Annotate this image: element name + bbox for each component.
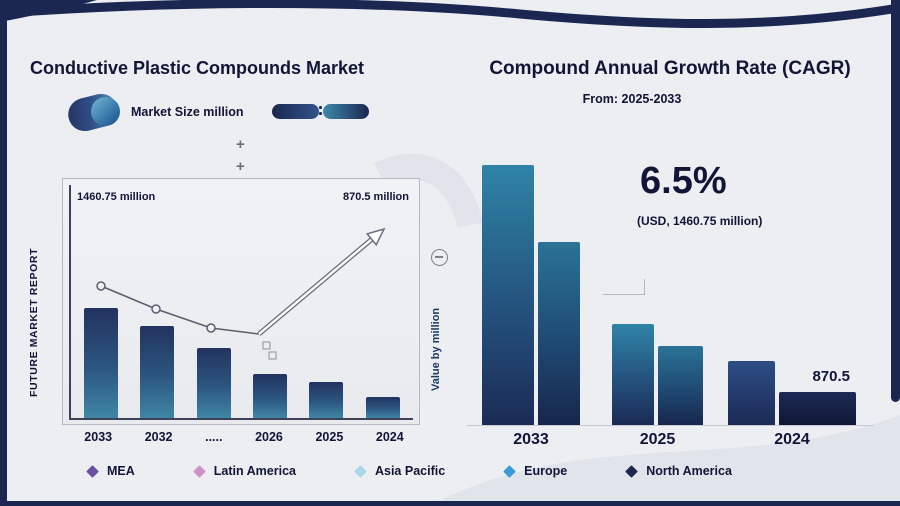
x-label: 2024 [774,431,810,448]
legend-label: MEA [107,464,135,478]
cagr-note: (USD, 1460.75 million) [637,214,763,228]
bar-group-2033: 2033 [482,165,580,448]
x-label: 2025 [639,431,676,448]
minus-line [435,256,443,258]
future-market-report-label: FUTURE MARKET REPORT [28,247,40,397]
x-label: 2032 [144,430,173,444]
bar-2024 [365,397,400,418]
cylinder-icon [64,90,122,135]
baseline [466,425,874,426]
plus-icon: + [236,158,245,175]
x-label: 2024 [375,430,404,444]
legend-item-latin-america: Latin America [192,464,296,478]
min-value-label: 870.5 million [342,191,409,203]
bottom-edge-bar [0,501,900,506]
bar-pair [728,361,856,425]
bar-..... [196,348,231,418]
x-label: 2033 [513,431,549,448]
legend-item-asia-pacific: Asia Pacific [354,464,446,478]
value-axis-label: Value by million [430,307,442,391]
cagr-chart-plot: 2033 2025 870.5 2024 [466,160,880,450]
legend-label: North America [646,464,732,478]
plus-icon: + [236,136,245,153]
right-edge-bar [891,0,900,402]
x-label: 2033 [84,430,113,444]
bar-value-label: 870.5 [812,368,850,385]
market-size-chart-panel: 1460.75 million 870.5 million [62,178,420,425]
legend-diamond [354,464,367,478]
bar-group-2025: 2025 [612,324,703,448]
left-edge-bar [0,14,7,506]
bar-2032 [140,326,175,418]
bar [658,346,703,425]
cylinder-cap [91,97,120,126]
region-legend: MEA Latin America Asia Pacific Europe North … [86,464,732,478]
bar [538,242,580,425]
bar [482,165,534,425]
x-label: 2026 [255,430,283,444]
max-value-label: 1460.75 million [77,191,156,203]
market-size-label: Market Size million [131,105,244,119]
bar [612,324,654,425]
bar-pair [482,165,580,425]
circle-minus-icon [431,249,448,266]
legend-diamond [503,464,517,478]
legend-label: Asia Pacific [374,464,446,478]
left-chart-bars [71,185,413,418]
legend-item-north-america: North America [625,464,732,478]
x-label: ..... [205,430,223,444]
legend-label: Latin America [213,464,296,478]
gradient-pill-icon [323,104,369,119]
bar-group-2024: 870.5 2024 [728,361,856,448]
legend-item-mea: MEA [86,464,135,478]
market-size-plot-area [69,185,413,420]
legend-label: Europe [524,464,568,478]
legend-diamond [625,464,639,478]
cagr-period-subtitle: From: 2025-2033 [582,92,682,106]
dot-icon [319,112,322,115]
page-title-right: Compound Annual Growth Rate (CAGR) [489,58,851,79]
cagr-value: 6.5% [640,160,727,202]
page-title-left: Conductive Plastic Compounds Market [30,58,365,78]
bar-pair [612,324,703,425]
bar-2026 [253,374,288,418]
left-chart-xlabels: 2033 2032..... 2026 2025 2024 [68,430,420,444]
legend-diamond [192,464,206,478]
bar-2025 [309,382,344,418]
bar-2033 [84,308,119,418]
x-label: 2025 [315,430,344,444]
decorative-bracket [603,279,645,295]
bar [779,392,856,425]
bar [728,361,775,425]
legend-item-europe: Europe [503,464,568,478]
legend-diamond [86,464,99,478]
dot-icon [319,106,322,109]
gradient-pill-icon [272,104,319,119]
